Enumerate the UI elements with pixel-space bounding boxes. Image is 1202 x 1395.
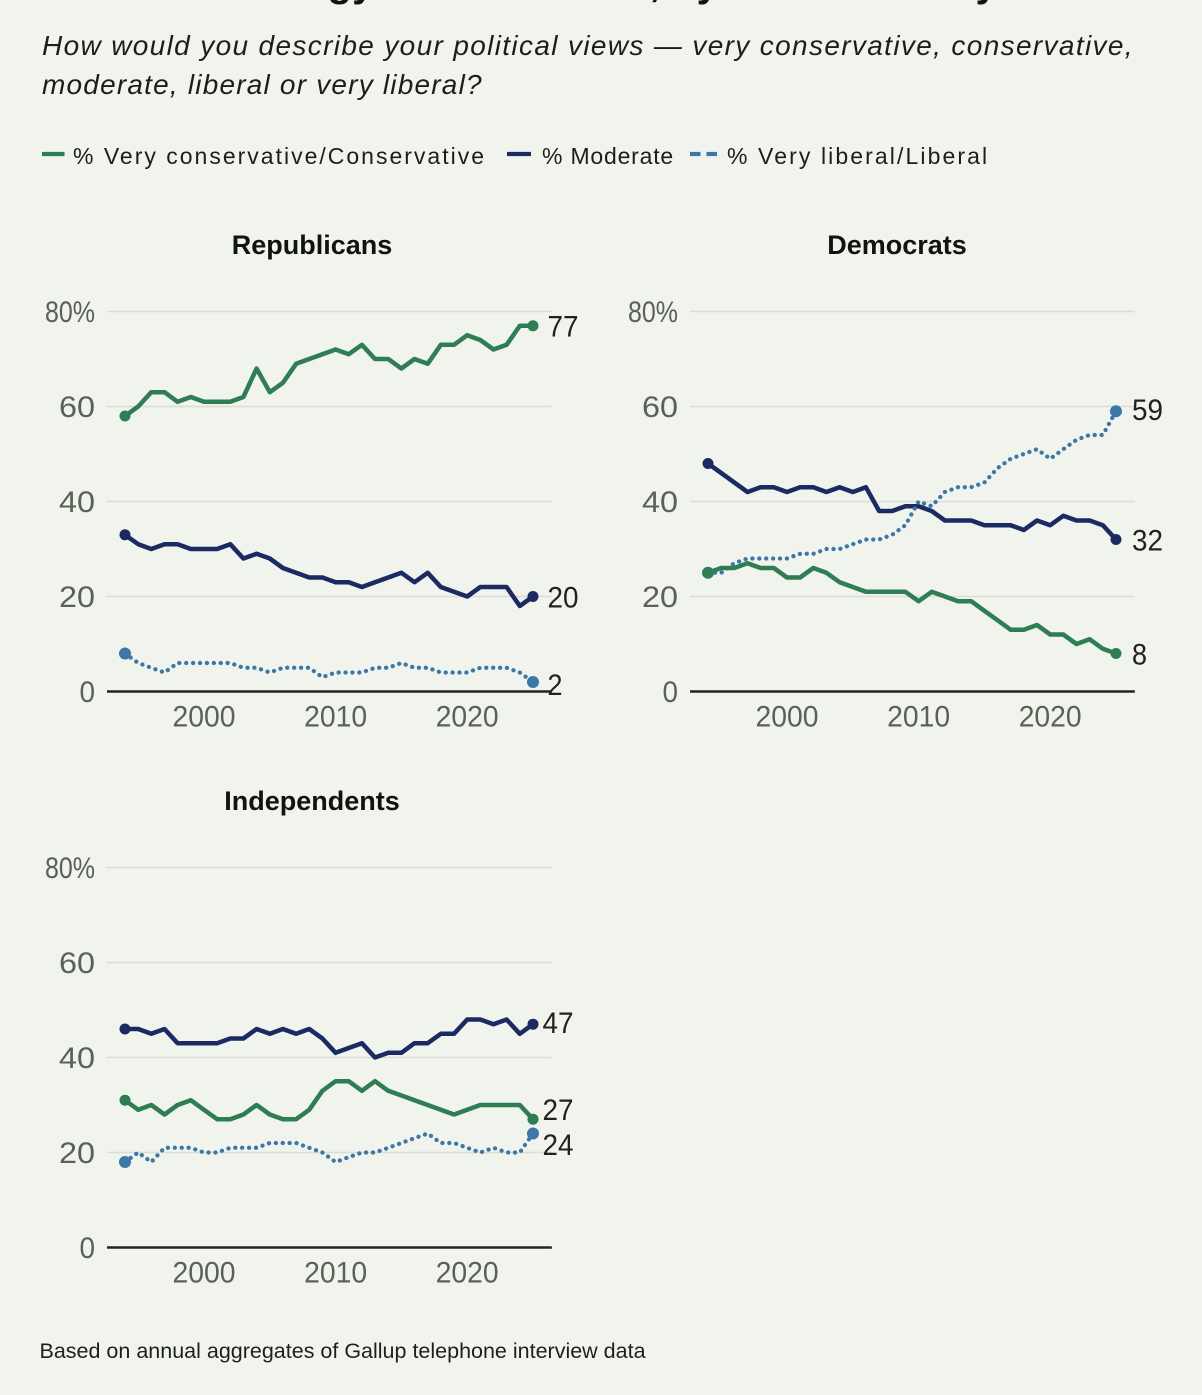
svg-text:59: 59 bbox=[1132, 394, 1163, 427]
svg-text:Democrats: Democrats bbox=[827, 230, 967, 260]
svg-text:47: 47 bbox=[543, 1007, 574, 1040]
svg-text:80%: 80% bbox=[628, 296, 678, 329]
svg-text:2000: 2000 bbox=[756, 701, 819, 734]
svg-text:2010: 2010 bbox=[304, 701, 367, 734]
svg-text:32: 32 bbox=[1132, 524, 1163, 557]
svg-text:0: 0 bbox=[80, 1232, 96, 1265]
svg-text:77: 77 bbox=[548, 311, 579, 344]
svg-text:0: 0 bbox=[663, 676, 679, 709]
svg-text:40: 40 bbox=[59, 486, 95, 519]
svg-text:2020: 2020 bbox=[1019, 701, 1082, 734]
svg-text:80%: 80% bbox=[45, 852, 95, 885]
svg-text:20: 20 bbox=[59, 1137, 95, 1170]
svg-text:60: 60 bbox=[59, 947, 95, 980]
svg-text:8: 8 bbox=[1132, 638, 1147, 671]
svg-text:2: 2 bbox=[548, 669, 563, 702]
svg-text:40: 40 bbox=[59, 1042, 95, 1075]
svg-text:20: 20 bbox=[642, 581, 678, 614]
svg-text:24: 24 bbox=[543, 1129, 574, 1162]
svg-text:40: 40 bbox=[642, 486, 678, 519]
svg-text:80%: 80% bbox=[45, 296, 95, 329]
svg-text:Republicans: Republicans bbox=[232, 230, 393, 260]
svg-text:2020: 2020 bbox=[436, 701, 499, 734]
svg-text:2000: 2000 bbox=[173, 701, 236, 734]
svg-text:2010: 2010 bbox=[887, 701, 950, 734]
svg-text:2020: 2020 bbox=[436, 1257, 499, 1290]
svg-text:20: 20 bbox=[548, 581, 579, 614]
svg-text:2000: 2000 bbox=[173, 1257, 236, 1290]
svg-text:27: 27 bbox=[543, 1094, 574, 1127]
svg-text:Independents: Independents bbox=[224, 786, 400, 816]
svg-text:60: 60 bbox=[642, 391, 678, 424]
svg-text:2010: 2010 bbox=[304, 1257, 367, 1290]
svg-text:0: 0 bbox=[80, 676, 96, 709]
svg-text:60: 60 bbox=[59, 391, 95, 424]
svg-text:20: 20 bbox=[59, 581, 95, 614]
